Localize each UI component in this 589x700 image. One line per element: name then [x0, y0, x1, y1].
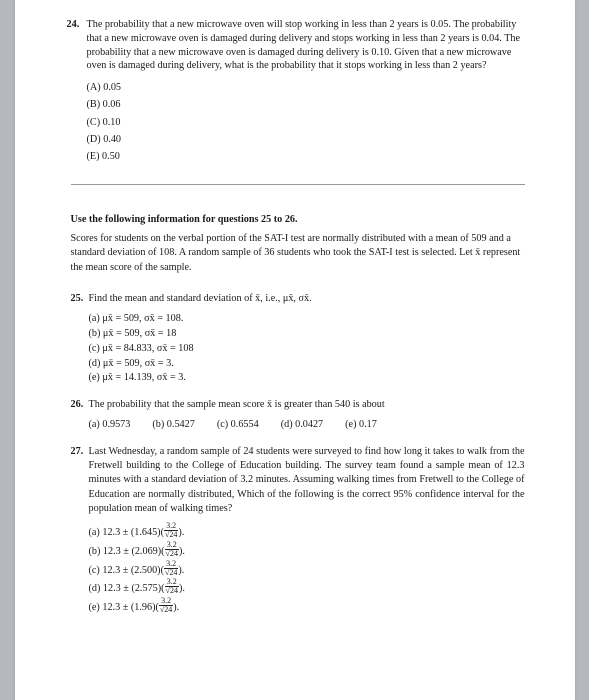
- q25-number: 25.: [71, 292, 84, 306]
- q25-choice-d: (d) μx̄ = 509, σx̄ = 3.: [89, 357, 525, 372]
- q27-choices: (a) 12.3 ± (1.645)(3.2√24). (b) 12.3 ± (…: [71, 522, 525, 616]
- q24-stem: 24. The probability that a new microwave…: [71, 18, 525, 73]
- question-24: 24. The probability that a new microwave…: [71, 18, 525, 166]
- divider-line: [71, 184, 525, 185]
- q27-number: 27.: [71, 445, 84, 459]
- page-container: 24. The probability that a new microwave…: [15, 0, 575, 700]
- fraction-icon: 3.2√24: [165, 541, 179, 558]
- fraction-icon: 3.2√24: [164, 522, 178, 539]
- q26-choice-e: (e) 0.17: [345, 418, 377, 432]
- q26-number: 26.: [71, 398, 84, 412]
- q26-text: The probability that the sample mean sco…: [89, 399, 385, 410]
- q26-choice-a: (a) 0.9573: [89, 418, 131, 432]
- q27-choice-d: (d) 12.3 ± (2.575)(3.2√24).: [89, 578, 525, 597]
- q27-choice-c: (c) 12.3 ± (2.500)(3.2√24).: [89, 560, 525, 579]
- q25-choice-c: (c) μx̄ = 84.833, σx̄ = 108: [89, 342, 525, 357]
- q27-text: Last Wednesday, a random sample of 24 st…: [89, 446, 525, 514]
- q24-choices: (A) 0.05 (B) 0.06 (C) 0.10 (D) 0.40 (E) …: [71, 79, 525, 166]
- q26-choice-b: (b) 0.5427: [152, 418, 194, 432]
- q27-stem: 27. Last Wednesday, a random sample of 2…: [71, 445, 525, 516]
- question-27: 27. Last Wednesday, a random sample of 2…: [71, 445, 525, 616]
- q27-choice-a: (a) 12.3 ± (1.645)(3.2√24).: [89, 522, 525, 541]
- q27a-suf: ).: [178, 527, 184, 538]
- frac-den: √24: [165, 550, 179, 558]
- q27e-suf: ).: [173, 602, 179, 613]
- info-header: Use the following information for questi…: [71, 213, 525, 228]
- frac-den: √24: [159, 606, 173, 614]
- q27b-pre: (b) 12.3 ± (2.069)(: [89, 546, 165, 557]
- q25-choice-b: (b) μx̄ = 509, σx̄ = 18: [89, 327, 525, 342]
- q27d-suf: ).: [179, 583, 185, 594]
- q27c-suf: ).: [178, 565, 184, 576]
- frac-den: √24: [164, 531, 178, 539]
- frac-den: √24: [164, 569, 178, 577]
- frac-den: √24: [165, 587, 179, 595]
- fraction-icon: 3.2√24: [159, 597, 173, 614]
- q26-stem: 26. The probability that the sample mean…: [71, 398, 525, 412]
- q24-choice-b: (B) 0.06: [87, 96, 525, 113]
- question-26: 26. The probability that the sample mean…: [71, 398, 525, 433]
- q27a-pre: (a) 12.3 ± (1.645)(: [89, 527, 164, 538]
- info-body: Scores for students on the verbal portio…: [71, 232, 525, 276]
- q24-choice-e: (E) 0.50: [87, 148, 525, 165]
- q27c-pre: (c) 12.3 ± (2.500)(: [89, 565, 164, 576]
- q25-stem: 25. Find the mean and standard deviation…: [71, 292, 525, 306]
- q25-text: Find the mean and standard deviation of …: [89, 293, 312, 304]
- q27-choice-e: (e) 12.3 ± (1.96)(3.2√24).: [89, 597, 525, 616]
- q27-choice-b: (b) 12.3 ± (2.069)(3.2√24).: [89, 541, 525, 560]
- q24-choice-a: (A) 0.05: [87, 79, 525, 96]
- q27e-pre: (e) 12.3 ± (1.96)(: [89, 602, 159, 613]
- question-25: 25. Find the mean and standard deviation…: [71, 292, 525, 386]
- q25-choices: (a) μx̄ = 509, σx̄ = 108. (b) μx̄ = 509,…: [71, 312, 525, 386]
- q27b-suf: ).: [179, 546, 185, 557]
- q24-choice-c: (C) 0.10: [87, 114, 525, 131]
- q26-choice-d: (d) 0.0427: [281, 418, 323, 432]
- fraction-icon: 3.2√24: [164, 560, 178, 577]
- q25-choice-e: (e) μx̄ = 14.139, σx̄ = 3.: [89, 371, 525, 386]
- q24-text: The probability that a new microwave ove…: [87, 19, 521, 71]
- info-block: Use the following information for questi…: [71, 213, 525, 276]
- q24-choice-d: (D) 0.40: [87, 131, 525, 148]
- q27d-pre: (d) 12.3 ± (2.575)(: [89, 583, 165, 594]
- q26-choices: (a) 0.9573 (b) 0.5427 (c) 0.6554 (d) 0.0…: [71, 418, 525, 432]
- q26-choice-c: (c) 0.6554: [217, 418, 259, 432]
- q24-number: 24.: [67, 18, 80, 32]
- fraction-icon: 3.2√24: [165, 578, 179, 595]
- q25-choice-a: (a) μx̄ = 509, σx̄ = 108.: [89, 312, 525, 327]
